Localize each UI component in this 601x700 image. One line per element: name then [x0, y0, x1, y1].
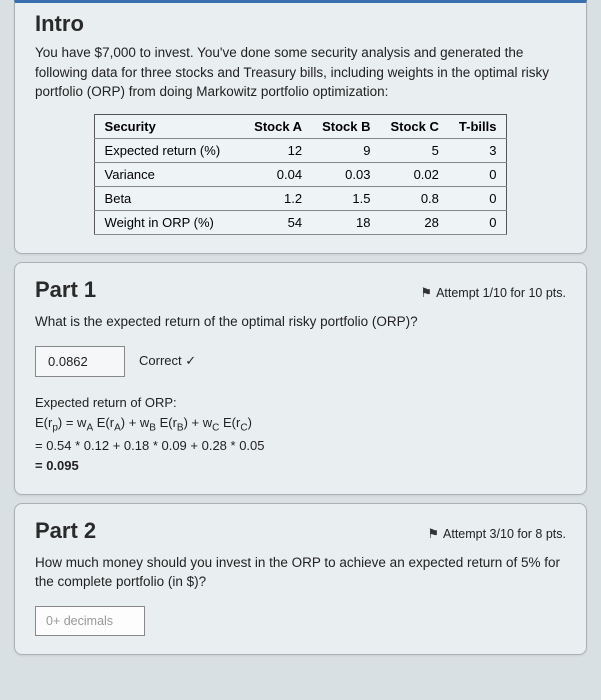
explain-formula: E(rp) = wA E(rA) + wB E(rB) + wC E(rC): [35, 413, 566, 436]
part2-attempt: ⚑ Attempt 3/10 for 8 pts.: [427, 526, 566, 542]
part2-title: Part 2: [35, 518, 96, 544]
part1-title: Part 1: [35, 277, 96, 303]
flag-icon[interactable]: ⚑: [420, 285, 432, 301]
col-stock-c: Stock C: [380, 114, 448, 138]
intro-card: Intro You have $7,000 to invest. You've …: [14, 0, 587, 254]
table-header-row: Security Stock A Stock B Stock C T-bills: [94, 114, 507, 138]
table-row: Expected return (%) 12 9 5 3: [94, 138, 507, 162]
part2-attempt-text: Attempt 3/10 for 8 pts.: [443, 527, 566, 541]
part1-answer-input[interactable]: 0.0862: [35, 346, 125, 377]
intro-title: Intro: [35, 11, 566, 37]
part1-attempt: ⚑ Attempt 1/10 for 10 pts.: [420, 285, 566, 301]
securities-table: Security Stock A Stock B Stock C T-bills…: [94, 114, 508, 235]
explain-result: = 0.095: [35, 456, 566, 476]
col-tbills: T-bills: [449, 114, 507, 138]
part1-attempt-text: Attempt 1/10 for 10 pts.: [436, 286, 566, 300]
table-row: Variance 0.04 0.03 0.02 0: [94, 162, 507, 186]
table-row: Weight in ORP (%) 54 18 28 0: [94, 210, 507, 234]
part2-card: Part 2 ⚑ Attempt 3/10 for 8 pts. How muc…: [14, 503, 587, 655]
intro-text: You have $7,000 to invest. You've done s…: [35, 43, 566, 102]
flag-icon[interactable]: ⚑: [427, 526, 439, 542]
part2-answer-input[interactable]: 0+ decimals: [35, 606, 145, 636]
part1-card: Part 1 ⚑ Attempt 1/10 for 10 pts. What i…: [14, 262, 587, 495]
part2-question: How much money should you invest in the …: [35, 554, 566, 592]
col-stock-a: Stock A: [244, 114, 312, 138]
explain-calc: = 0.54 * 0.12 + 0.18 * 0.09 + 0.28 * 0.0…: [35, 436, 566, 456]
col-security: Security: [94, 114, 244, 138]
part1-question: What is the expected return of the optim…: [35, 313, 566, 332]
part1-explanation: Expected return of ORP: E(rp) = wA E(rA)…: [35, 393, 566, 477]
table-row: Beta 1.2 1.5 0.8 0: [94, 186, 507, 210]
explain-title: Expected return of ORP:: [35, 393, 566, 413]
col-stock-b: Stock B: [312, 114, 380, 138]
part1-status: Correct ✓: [139, 353, 196, 369]
